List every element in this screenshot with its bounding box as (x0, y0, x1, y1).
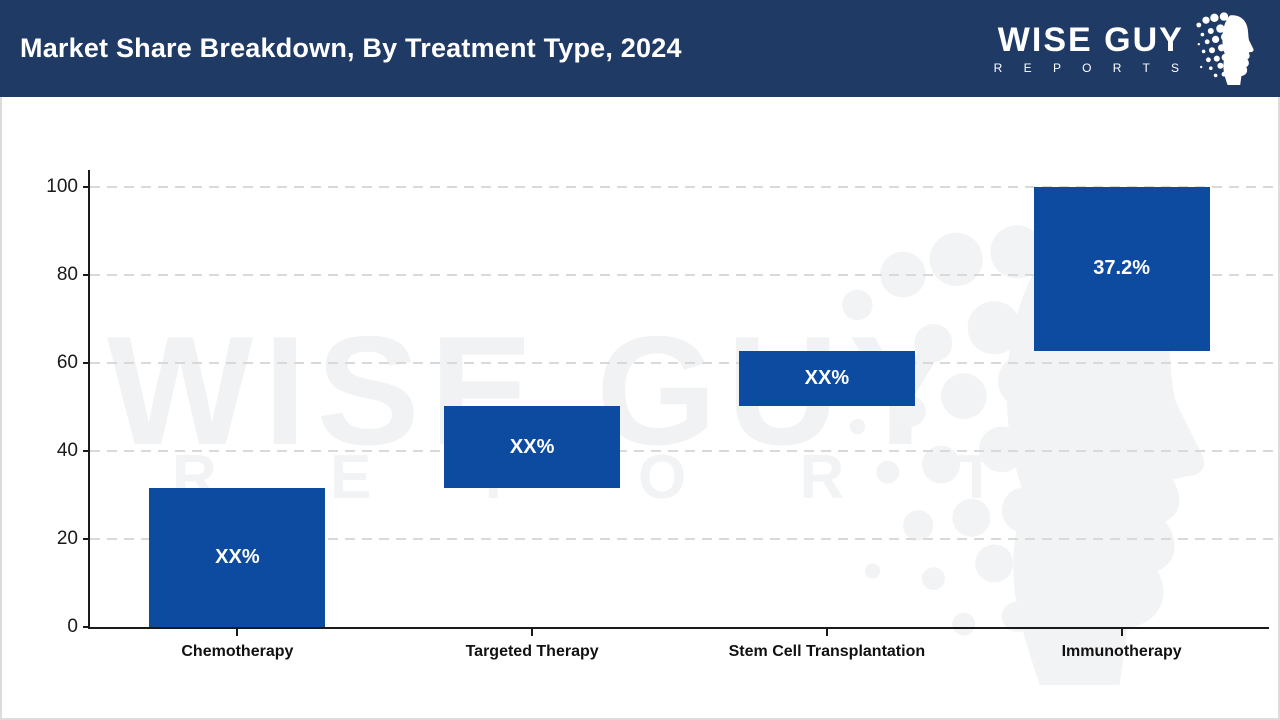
bar-value-label: XX% (215, 545, 260, 568)
x-tick (236, 629, 239, 636)
brand-subtitle: R E P O R T S (993, 61, 1188, 75)
gridline (90, 450, 1278, 452)
gridline (90, 362, 1278, 364)
y-tick (83, 274, 90, 276)
y-tick-label: 20 (56, 528, 78, 549)
y-tick-label: 60 (56, 352, 78, 373)
gridline (90, 538, 1278, 540)
header-bar: Market Share Breakdown, By Treatment Typ… (0, 0, 1280, 97)
brand-wordmark: WISE GUY R E P O R T S (994, 23, 1188, 74)
x-tick (1120, 629, 1123, 636)
y-tick (83, 538, 90, 540)
y-tick-label: 80 (56, 264, 78, 285)
bar: 37.2% (1033, 187, 1210, 351)
plot-area: 0 20 40 60 80 100 XX% Chemotherapy XX% Targeted T… (2, 97, 1278, 718)
y-tick-label: 0 (67, 616, 78, 637)
x-tick (531, 629, 534, 636)
brand-name: WISE GUY (997, 21, 1184, 59)
x-tick (825, 629, 828, 636)
gridline (90, 274, 1278, 276)
category-label: Stem Cell Transplantation (728, 643, 926, 660)
bar-value-label: 37.2% (1093, 257, 1150, 280)
brand-logo: WISE GUY R E P O R T S (994, 10, 1254, 88)
dotted-head-icon (1194, 10, 1254, 88)
y-tick-label: 40 (56, 440, 78, 461)
chart-figure: WISE GUY R E P O R T S 0 20 40 60 80 100 XX% Ch… (0, 97, 1280, 720)
y-tick (83, 362, 90, 364)
category-label: Targeted Therapy (465, 643, 599, 660)
bar-value-label: XX% (804, 366, 850, 389)
bar: XX% (149, 487, 326, 627)
bar: XX% (738, 350, 915, 407)
page-title: Market Share Breakdown, By Treatment Typ… (20, 33, 682, 63)
y-tick-label: 100 (46, 176, 78, 197)
y-axis (88, 170, 90, 629)
x-axis (88, 627, 1269, 629)
gridline (90, 186, 1278, 188)
bar: XX% (444, 406, 621, 488)
y-tick (83, 626, 90, 628)
category-label: Immunotherapy (1061, 643, 1182, 660)
category-label: Chemotherapy (181, 643, 294, 660)
y-tick (83, 450, 90, 452)
y-tick (83, 186, 90, 188)
bar-value-label: XX% (509, 435, 555, 458)
